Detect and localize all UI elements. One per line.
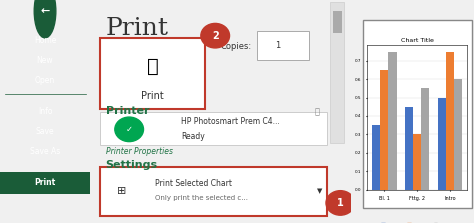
FancyBboxPatch shape (100, 167, 327, 216)
Text: Settings: Settings (106, 160, 158, 170)
Text: ▼: ▼ (317, 188, 322, 194)
Bar (380, 70, 388, 190)
Text: New: New (36, 56, 54, 65)
FancyBboxPatch shape (100, 38, 205, 109)
Bar (388, 52, 397, 190)
Bar (446, 52, 454, 190)
Text: Print: Print (35, 178, 55, 187)
Text: Save: Save (36, 127, 55, 136)
FancyBboxPatch shape (363, 20, 472, 208)
Text: 1: 1 (275, 41, 281, 50)
Text: HP Photosmart Prem C4...: HP Photosmart Prem C4... (181, 117, 280, 126)
Text: ⊞: ⊞ (117, 186, 126, 196)
Text: Info: Info (38, 107, 52, 116)
Text: Only print the selected c...: Only print the selected c... (155, 196, 248, 201)
Text: ⓘ: ⓘ (314, 107, 319, 116)
Bar (413, 134, 421, 190)
Text: ←: ← (40, 6, 50, 16)
FancyBboxPatch shape (100, 112, 327, 145)
Bar (438, 97, 446, 190)
Circle shape (34, 0, 56, 38)
Text: Print: Print (141, 91, 164, 101)
FancyBboxPatch shape (257, 31, 309, 60)
FancyBboxPatch shape (330, 2, 344, 143)
Text: Open: Open (35, 76, 55, 85)
Text: Ready: Ready (181, 132, 205, 140)
Legend: Series1, Series2, Series3: Series1, Series2, Series3 (380, 222, 455, 223)
Text: Printer Properties: Printer Properties (106, 147, 173, 156)
Text: 2: 2 (212, 31, 219, 41)
Text: Copies:: Copies: (220, 42, 252, 51)
Text: Print: Print (106, 17, 169, 41)
Bar (372, 125, 380, 190)
Text: Home: Home (34, 36, 56, 45)
FancyBboxPatch shape (0, 172, 90, 194)
Text: 🖨: 🖨 (147, 57, 158, 76)
Bar (454, 79, 462, 190)
Text: 1: 1 (337, 198, 344, 208)
Text: Save As: Save As (30, 147, 60, 156)
Title: Chart Title: Chart Title (401, 38, 434, 43)
Text: ✓: ✓ (126, 125, 133, 134)
Circle shape (115, 117, 144, 142)
Bar (405, 107, 413, 190)
Circle shape (326, 191, 355, 215)
FancyBboxPatch shape (332, 11, 342, 33)
Bar (421, 88, 429, 190)
Text: Print Selected Chart: Print Selected Chart (155, 180, 232, 188)
Circle shape (201, 23, 229, 48)
Text: Printer: Printer (106, 107, 149, 116)
